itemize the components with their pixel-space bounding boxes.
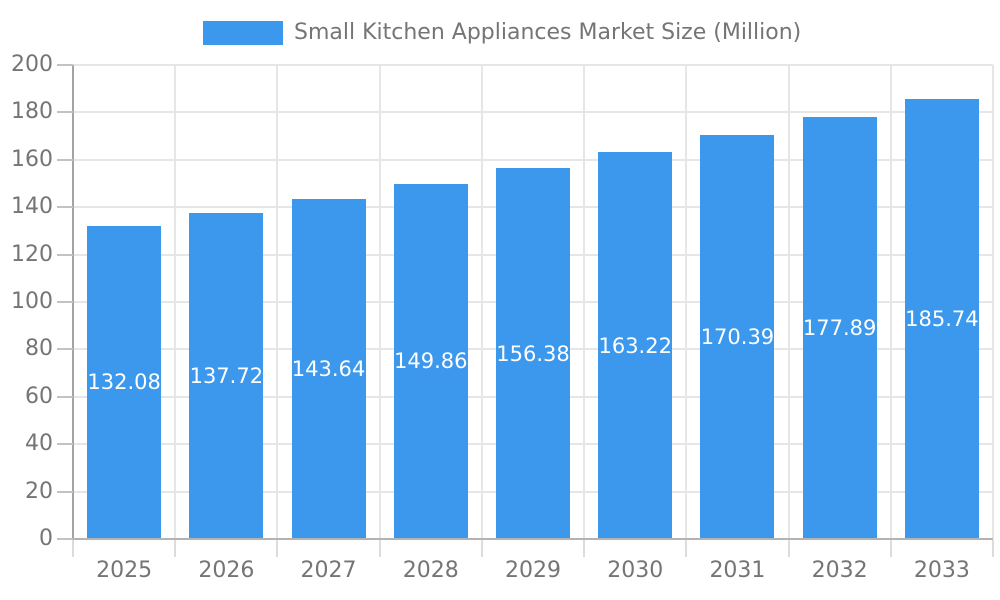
x-axis-tick [583,540,585,557]
x-axis-tick [72,540,74,557]
h-gridline [73,64,993,66]
v-gridline [379,65,381,539]
y-axis-tick-label: 40 [25,431,53,457]
y-axis-tick [57,158,73,161]
legend-swatch[interactable] [203,21,283,45]
x-axis-tick [174,540,176,557]
v-gridline [788,65,790,539]
bar-2026[interactable]: 137.72 [189,212,264,539]
bar-value-label: 143.64 [291,356,366,381]
x-axis-tick-label: 2029 [504,558,561,583]
bar-2027[interactable]: 143.64 [291,198,366,539]
x-axis-tick [379,540,381,557]
bar-2028[interactable]: 149.86 [393,183,468,539]
x-axis-tick-label: 2028 [402,558,459,583]
x-axis-tick-label: 2030 [607,558,664,583]
y-axis-tick [57,301,73,303]
y-axis-tick-label: 100 [11,289,53,314]
bar-2031[interactable]: 170.39 [700,135,775,539]
x-axis-tick [992,540,994,557]
y-axis-tick [57,348,73,351]
x-axis-tick [276,540,278,557]
bar-value-label: 163.22 [598,333,672,358]
y-axis-tick [57,111,73,114]
x-axis-line [57,538,993,540]
bar-2033[interactable]: 185.74 [904,98,979,539]
y-axis-tick-label: 0 [39,526,53,551]
y-axis-tick [57,64,73,66]
x-axis-tick [890,540,892,557]
v-gridline [174,65,176,539]
bar-2025[interactable]: 132.08 [87,225,162,539]
legend[interactable]: Small Kitchen Appliances Market Size (Mi… [203,17,801,49]
y-axis-tick [57,253,73,256]
y-axis-line [72,65,74,557]
x-axis-tick-label: 2033 [913,558,970,583]
h-gridline [73,111,993,114]
bar-value-label: 137.72 [189,363,264,388]
y-axis-tick [57,206,73,209]
y-axis-tick-label: 140 [11,194,53,220]
bar-2029[interactable]: 156.38 [496,168,570,539]
v-gridline [276,65,278,539]
y-axis-tick-label: 80 [25,336,53,362]
chart-title: Small Kitchen Appliances Market Size (Mi… [294,20,802,45]
bar-value-label: 156.38 [496,341,570,366]
v-gridline [685,65,687,539]
v-gridline [992,65,994,539]
bar-value-label: 132.08 [87,370,161,395]
y-axis-tick-label: 200 [11,52,53,77]
bar-value-label: 177.89 [802,316,877,341]
x-axis-tick [481,540,483,557]
y-axis-tick [57,395,73,398]
y-axis-tick-label: 120 [11,241,53,267]
v-gridline [583,65,585,539]
bar-2030[interactable]: 163.22 [598,152,673,539]
v-gridline [481,65,483,539]
bar-value-label: 170.39 [700,325,775,350]
x-axis-tick-label: 2032 [811,558,868,583]
bar-value-label: 185.74 [905,306,979,331]
y-axis-tick [57,538,73,540]
y-axis-tick-label: 180 [11,99,53,125]
x-axis-tick [685,540,687,557]
y-axis-tick [57,490,73,493]
x-axis-tick-label: 2025 [96,558,153,583]
h-gridline [73,158,993,161]
x-axis-tick-label: 2026 [198,558,255,583]
x-axis-tick-label: 2027 [300,558,357,583]
x-axis-tick-label: 2031 [709,558,766,583]
bar-2032[interactable]: 177.89 [802,117,877,539]
x-axis-tick [788,540,790,557]
y-axis-tick-label: 20 [25,478,53,504]
bar-value-label: 149.86 [394,349,468,374]
y-axis-tick-label: 60 [25,383,53,409]
y-axis-tick-label: 160 [11,146,53,172]
v-gridline [890,65,892,539]
y-axis-tick [57,443,73,446]
plot-area: 132.08 137.72 143.64 149.86 156.38 163.22 170.… [73,64,994,539]
